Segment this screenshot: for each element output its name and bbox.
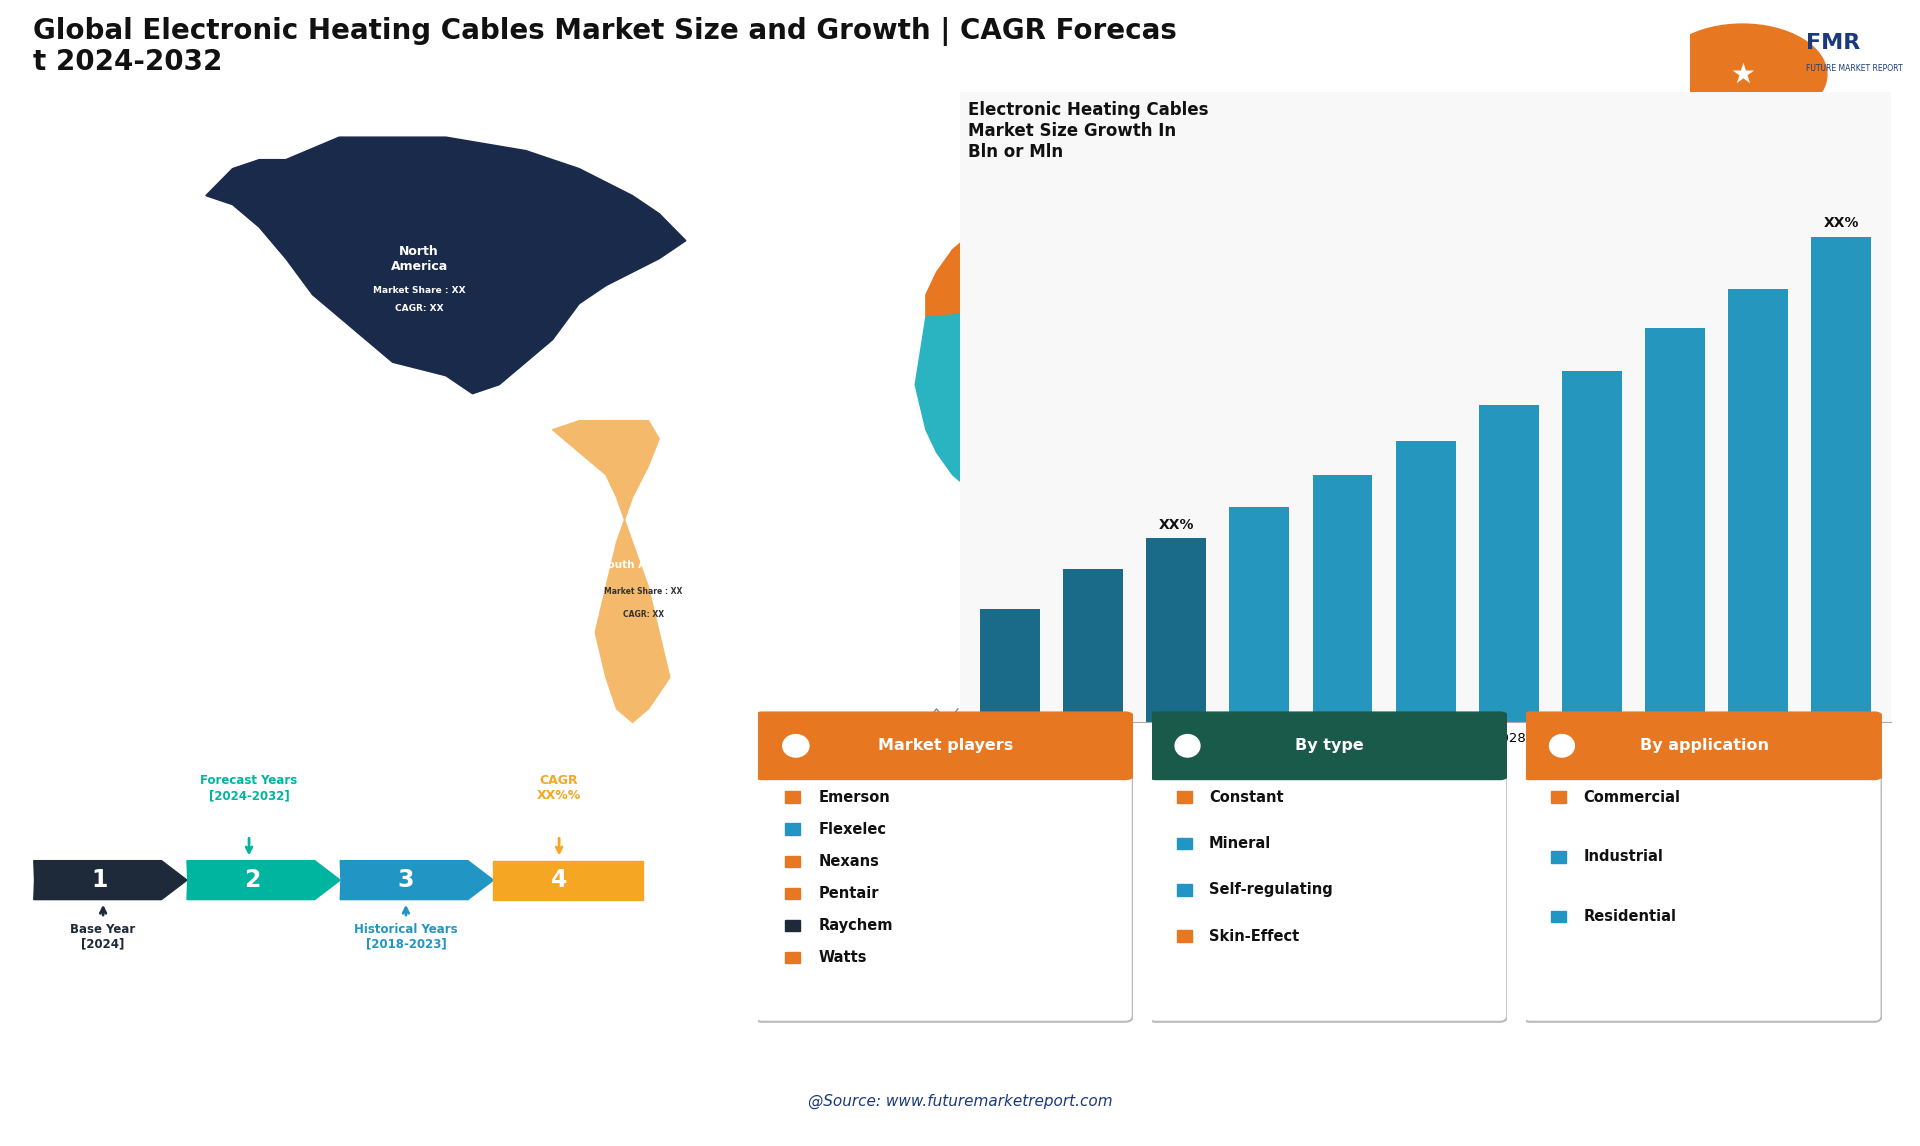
Text: Flexelec: Flexelec — [818, 822, 887, 837]
Text: Europe: Europe — [1018, 221, 1068, 234]
Text: @Source: www.futuremarketreport.com: @Source: www.futuremarketreport.com — [808, 1094, 1112, 1109]
Polygon shape — [1592, 556, 1736, 646]
Text: North
America: North America — [390, 244, 447, 273]
Bar — [1478, 405, 1538, 722]
Bar — [1064, 570, 1123, 722]
Text: FMR: FMR — [1805, 33, 1860, 53]
Bar — [1811, 237, 1872, 722]
Polygon shape — [916, 304, 1192, 587]
Polygon shape — [35, 861, 186, 900]
Text: Residential: Residential — [1584, 909, 1676, 924]
FancyBboxPatch shape — [785, 824, 801, 835]
Text: Global Electronic Heating Cables Market Size and Growth | CAGR Forecas: Global Electronic Heating Cables Market … — [33, 17, 1177, 46]
Text: ★: ★ — [1730, 61, 1755, 88]
Text: CAGR: XX: CAGR: XX — [622, 610, 664, 619]
Text: CAGR: XX: CAGR: XX — [1021, 264, 1066, 272]
Text: CAGR
XX%%: CAGR XX%% — [538, 775, 582, 802]
Bar — [979, 609, 1041, 722]
Text: 1: 1 — [92, 869, 108, 892]
FancyBboxPatch shape — [785, 952, 801, 964]
Text: Constant: Constant — [1210, 790, 1283, 804]
FancyBboxPatch shape — [785, 888, 801, 900]
FancyBboxPatch shape — [1551, 911, 1567, 923]
FancyBboxPatch shape — [1177, 931, 1192, 942]
FancyBboxPatch shape — [785, 920, 801, 932]
Text: t 2024-2032: t 2024-2032 — [33, 48, 223, 76]
Bar — [1229, 507, 1288, 722]
FancyBboxPatch shape — [493, 861, 643, 900]
Text: MEA: MEA — [1060, 414, 1091, 427]
Text: Forecast Years
[2024-2032]: Forecast Years [2024-2032] — [200, 775, 298, 802]
Text: By application: By application — [1640, 738, 1768, 753]
Polygon shape — [1513, 259, 1726, 394]
Text: Skin-Effect: Skin-Effect — [1210, 928, 1300, 943]
FancyBboxPatch shape — [1146, 712, 1509, 779]
Text: Watts: Watts — [818, 950, 866, 965]
Text: CAGR: XX: CAGR: XX — [1546, 331, 1586, 339]
Text: 4: 4 — [551, 869, 566, 892]
Text: Historical Years
[2018-2023]: Historical Years [2018-2023] — [353, 923, 457, 950]
Text: XX%: XX% — [1824, 217, 1859, 230]
Polygon shape — [340, 861, 493, 900]
Text: Asia Pacific: Asia Pacific — [1530, 290, 1601, 300]
Text: CAGR: XX: CAGR: XX — [1052, 457, 1098, 465]
Polygon shape — [205, 138, 685, 394]
Circle shape — [783, 735, 808, 758]
Text: Commercial: Commercial — [1584, 790, 1680, 804]
Text: Industrial: Industrial — [1584, 849, 1663, 864]
FancyBboxPatch shape — [1177, 838, 1192, 849]
Text: By type: By type — [1296, 738, 1363, 753]
Text: CAGR: XX: CAGR: XX — [396, 304, 444, 313]
FancyBboxPatch shape — [1551, 851, 1567, 863]
Bar — [1645, 328, 1705, 722]
Bar — [1563, 371, 1622, 722]
FancyBboxPatch shape — [1521, 712, 1884, 779]
Text: Mineral: Mineral — [1210, 835, 1271, 851]
Text: Raychem: Raychem — [818, 918, 893, 933]
FancyBboxPatch shape — [1177, 792, 1192, 803]
FancyBboxPatch shape — [1177, 884, 1192, 896]
Text: Electronic Heating Cables
Market Size Growth In
Bln or Mln: Electronic Heating Cables Market Size Gr… — [968, 101, 1210, 160]
Circle shape — [1175, 735, 1200, 758]
FancyBboxPatch shape — [753, 712, 1135, 779]
Text: South America: South America — [601, 559, 685, 570]
Text: Emerson: Emerson — [818, 790, 891, 804]
Polygon shape — [186, 861, 340, 900]
Circle shape — [1549, 735, 1574, 758]
Text: 2: 2 — [244, 869, 261, 892]
Text: Market Share : XX: Market Share : XX — [605, 588, 682, 596]
Bar — [1728, 289, 1788, 722]
Text: 3: 3 — [397, 869, 415, 892]
Text: XX%: XX% — [1158, 518, 1194, 532]
Polygon shape — [925, 168, 1139, 317]
Circle shape — [1657, 24, 1828, 125]
FancyBboxPatch shape — [1551, 792, 1567, 803]
Text: Market Share : XX: Market Share : XX — [1526, 313, 1605, 322]
FancyBboxPatch shape — [785, 856, 801, 868]
Text: Self-regulating: Self-regulating — [1210, 882, 1332, 897]
Text: FUTURE MARKET REPORT: FUTURE MARKET REPORT — [1805, 64, 1903, 72]
Bar — [1396, 441, 1455, 722]
FancyBboxPatch shape — [785, 792, 801, 803]
Text: Nexans: Nexans — [818, 854, 879, 869]
Text: Market players: Market players — [877, 738, 1014, 753]
Polygon shape — [553, 421, 670, 722]
Text: Pentair: Pentair — [818, 886, 879, 901]
Polygon shape — [1112, 150, 1726, 385]
Text: Market Share : XX: Market Share : XX — [372, 285, 465, 295]
Bar — [1313, 476, 1373, 722]
Text: Market Share : XX: Market Share : XX — [1000, 245, 1087, 254]
Text: Base Year
[2024]: Base Year [2024] — [71, 923, 136, 950]
Bar — [1146, 539, 1206, 722]
Text: Market Share : XX: Market Share : XX — [1033, 439, 1117, 448]
